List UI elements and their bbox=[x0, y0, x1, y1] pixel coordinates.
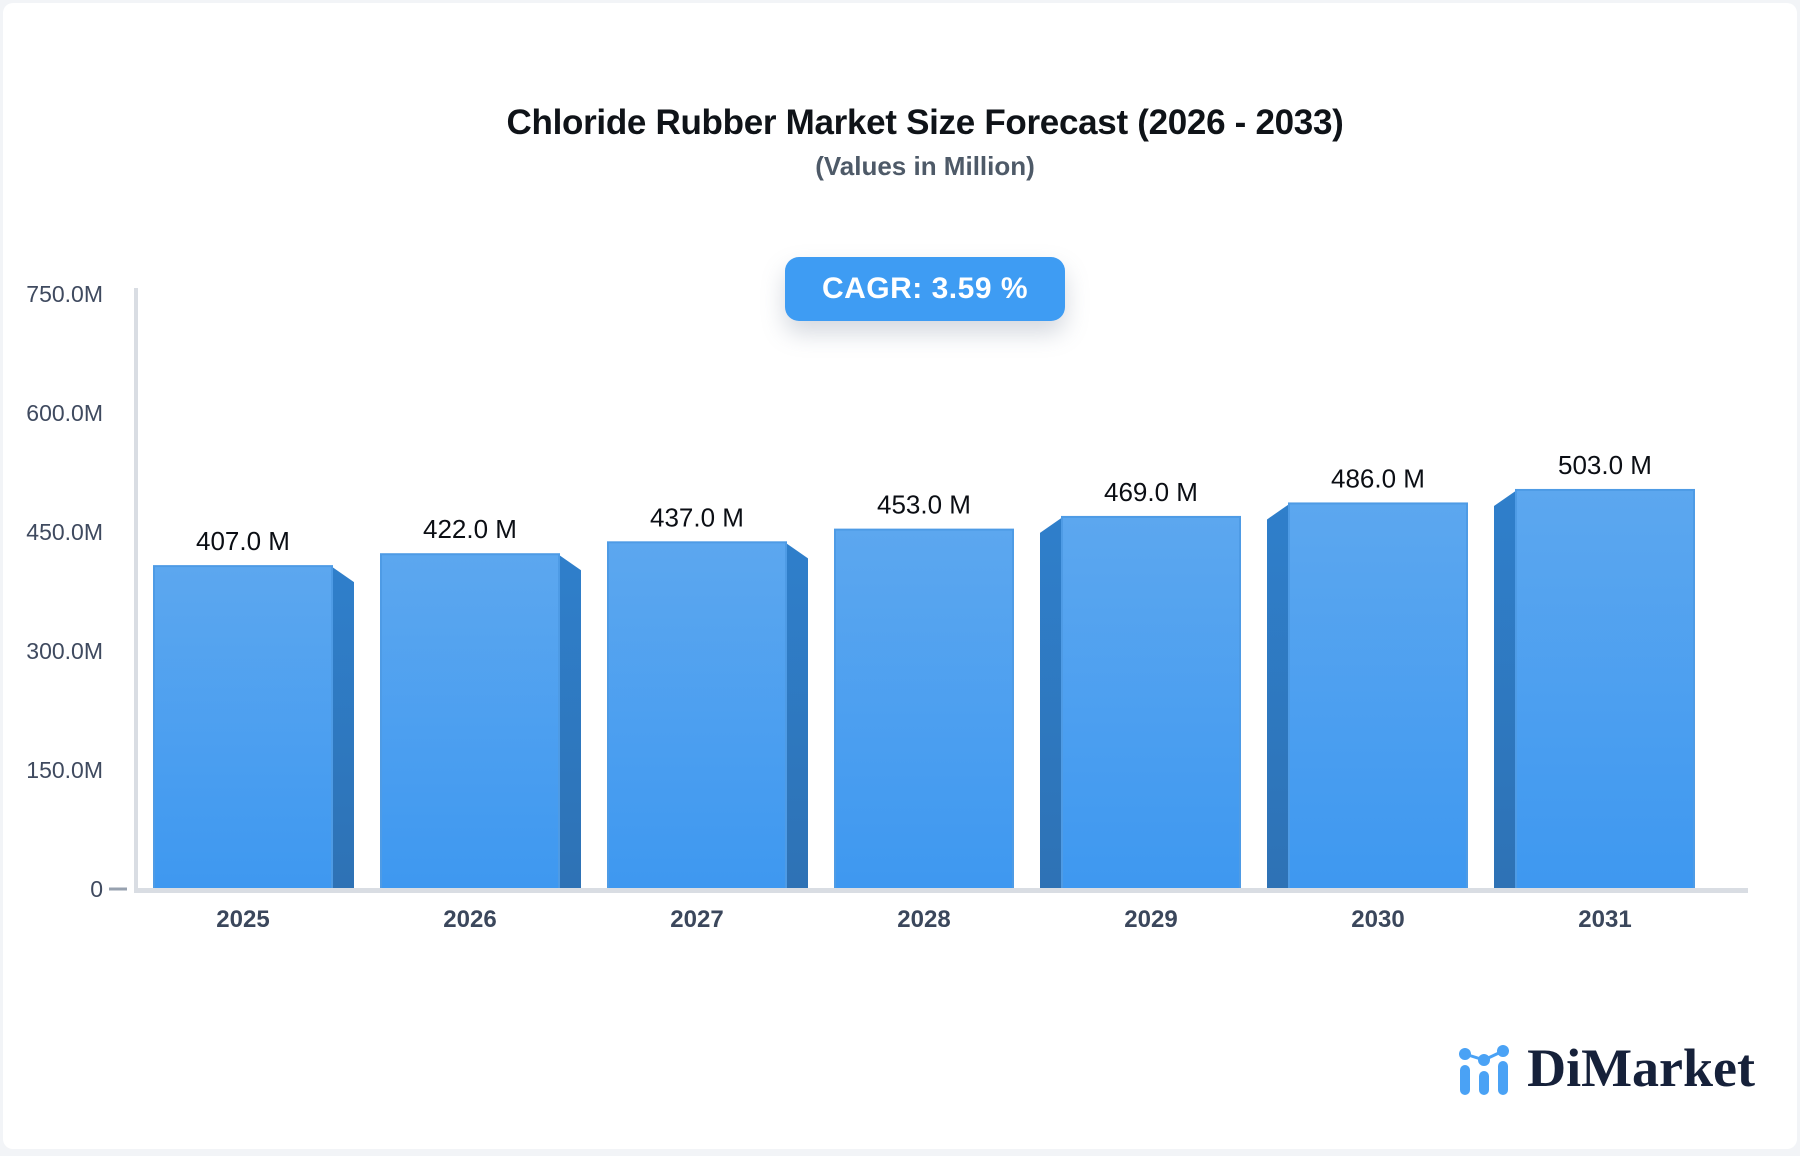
logo-text: DiMarket bbox=[1527, 1038, 1755, 1098]
zero-tick-mark bbox=[109, 887, 127, 891]
y-tick-label: 750.0M bbox=[26, 281, 103, 307]
x-tick-label-2027: 2027 bbox=[670, 906, 723, 933]
bar-side-2027 bbox=[785, 542, 808, 889]
bar-value-label-2030: 486.0 M bbox=[1331, 463, 1425, 493]
bar-value-label-2027: 437.0 M bbox=[650, 502, 744, 532]
bar-2027 bbox=[607, 541, 787, 890]
chart-card: Chloride Rubber Market Size Forecast (20… bbox=[3, 3, 1797, 1149]
bar-side-2026 bbox=[558, 554, 581, 889]
bar-2030 bbox=[1288, 502, 1468, 890]
dimarket-logo: DiMarket bbox=[1459, 1041, 1755, 1095]
bar-value-label-2029: 469.0 M bbox=[1104, 477, 1198, 507]
x-tick-label-2026: 2026 bbox=[443, 906, 496, 933]
bar-2026 bbox=[380, 553, 560, 890]
x-tick-label-2030: 2030 bbox=[1351, 906, 1404, 933]
y-tick-label: 600.0M bbox=[26, 400, 103, 426]
bar-side-2029 bbox=[1040, 516, 1063, 889]
bar-chart-logo-icon bbox=[1459, 1045, 1510, 1095]
page-subtitle: (Values in Million) bbox=[815, 151, 1035, 181]
y-tick-label: 0 bbox=[90, 876, 103, 902]
y-axis-line bbox=[134, 288, 138, 892]
bar-value-label-2026: 422.0 M bbox=[423, 514, 517, 544]
bar-side-2030 bbox=[1267, 503, 1290, 889]
x-tick-label-2028: 2028 bbox=[897, 906, 950, 933]
x-tick-label-2031: 2031 bbox=[1578, 906, 1631, 933]
page-title: Chloride Rubber Market Size Forecast (20… bbox=[506, 103, 1344, 142]
bar-2025 bbox=[153, 565, 333, 890]
cagr-badge-wrap: CAGR: 3.59 % bbox=[53, 257, 1797, 321]
bar-value-label-2028: 453.0 M bbox=[877, 490, 971, 520]
bar-value-label-2031: 503.0 M bbox=[1558, 450, 1652, 480]
bar-2028 bbox=[834, 528, 1014, 890]
bar-side-2025 bbox=[331, 566, 354, 889]
cagr-badge: CAGR: 3.59 % bbox=[784, 257, 1066, 321]
bar-side-2031 bbox=[1494, 489, 1517, 889]
y-tick-label: 300.0M bbox=[26, 638, 103, 664]
bar-chart-canvas: 0 150.0M 300.0M 450.0M 600.0M 750.0M 407.0 M 20… bbox=[26, 281, 1748, 933]
y-tick-label: 450.0M bbox=[26, 519, 103, 545]
bar-2031 bbox=[1515, 488, 1695, 890]
x-tick-label-2029: 2029 bbox=[1124, 906, 1177, 933]
x-tick-label-2025: 2025 bbox=[216, 906, 269, 933]
x-axis-line bbox=[134, 888, 1748, 893]
y-tick-label: 150.0M bbox=[26, 757, 103, 783]
bar-value-label-2025: 407.0 M bbox=[196, 526, 290, 556]
bar-2029 bbox=[1061, 515, 1241, 890]
